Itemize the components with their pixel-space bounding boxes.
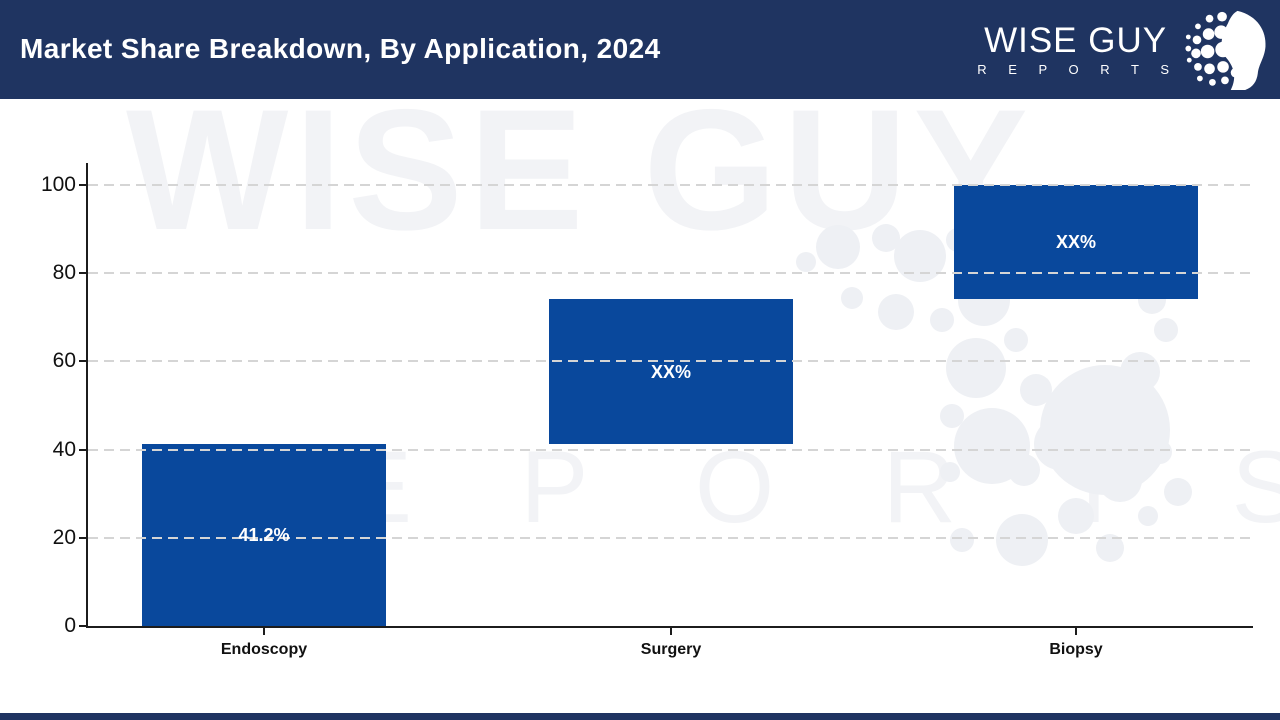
watermark-dot: [878, 294, 914, 330]
y-tick-label: 40: [52, 437, 76, 461]
brand-logo-text: WISE GUY R E P O R T S: [973, 21, 1178, 78]
x-tick-mark: [670, 628, 672, 635]
x-axis-label-surgery: Surgery: [640, 641, 702, 658]
y-axis: [86, 163, 88, 628]
watermark-dot: [930, 308, 954, 332]
brand-logo: WISE GUY R E P O R T S: [973, 8, 1268, 92]
y-tick-mark: [79, 448, 88, 451]
watermark-dot: [796, 252, 816, 272]
chart-title: Market Share Breakdown, By Application, …: [20, 33, 661, 64]
bar-biopsy: [954, 185, 1198, 299]
y-tick-mark: [79, 625, 88, 627]
watermark-dot: [1164, 478, 1192, 506]
watermark-dot: [996, 514, 1048, 566]
x-axis: [86, 626, 1253, 628]
watermark-dot: [816, 225, 860, 269]
watermark-dot: [1138, 506, 1158, 526]
watermark-dot: [894, 230, 946, 282]
footer-bar: [0, 713, 1280, 720]
y-tick-label: 20: [52, 525, 76, 549]
bar-endoscopy: [142, 444, 386, 626]
y-tick-mark: [79, 184, 88, 186]
watermark-dot: [1040, 365, 1170, 495]
bar-value-label: 41.2%: [238, 525, 290, 546]
watermark-dot: [1058, 498, 1094, 534]
y-tick-mark: [79, 360, 88, 363]
brand-subtitle: R E P O R T S: [977, 62, 1178, 77]
watermark-dot: [1154, 318, 1178, 342]
x-tick-mark: [1075, 628, 1077, 635]
watermark-dot: [950, 528, 974, 552]
y-tick-label: 60: [52, 349, 76, 373]
bar-surgery: [549, 298, 793, 445]
y-tick-label: 80: [52, 261, 76, 285]
gridline: [88, 536, 1253, 539]
brand-name: WISE GUY: [984, 21, 1168, 60]
gridline: [88, 184, 1253, 186]
y-tick-mark: [79, 536, 88, 539]
gridline: [88, 448, 1253, 451]
header-bar: Market Share Breakdown, By Application, …: [0, 0, 1280, 99]
watermark-dot: [946, 338, 1006, 398]
watermark-dot: [940, 462, 960, 482]
bar-value-label: XX%: [1055, 231, 1097, 252]
watermark-dot: [1008, 454, 1040, 486]
bar-value-label: XX%: [650, 361, 692, 382]
x-tick-mark: [263, 628, 265, 635]
brand-head-icon: [1185, 10, 1266, 91]
x-axis-label-biopsy: Biopsy: [1049, 641, 1103, 658]
watermark-dot: [1004, 328, 1028, 352]
gridline: [88, 272, 1253, 275]
watermark-dot: [841, 287, 863, 309]
gridline: [88, 360, 1253, 363]
y-tick-label: 0: [64, 614, 76, 637]
x-axis-label-endoscopy: Endoscopy: [220, 641, 308, 658]
y-tick-label: 100: [40, 173, 76, 196]
y-tick-mark: [79, 272, 88, 275]
